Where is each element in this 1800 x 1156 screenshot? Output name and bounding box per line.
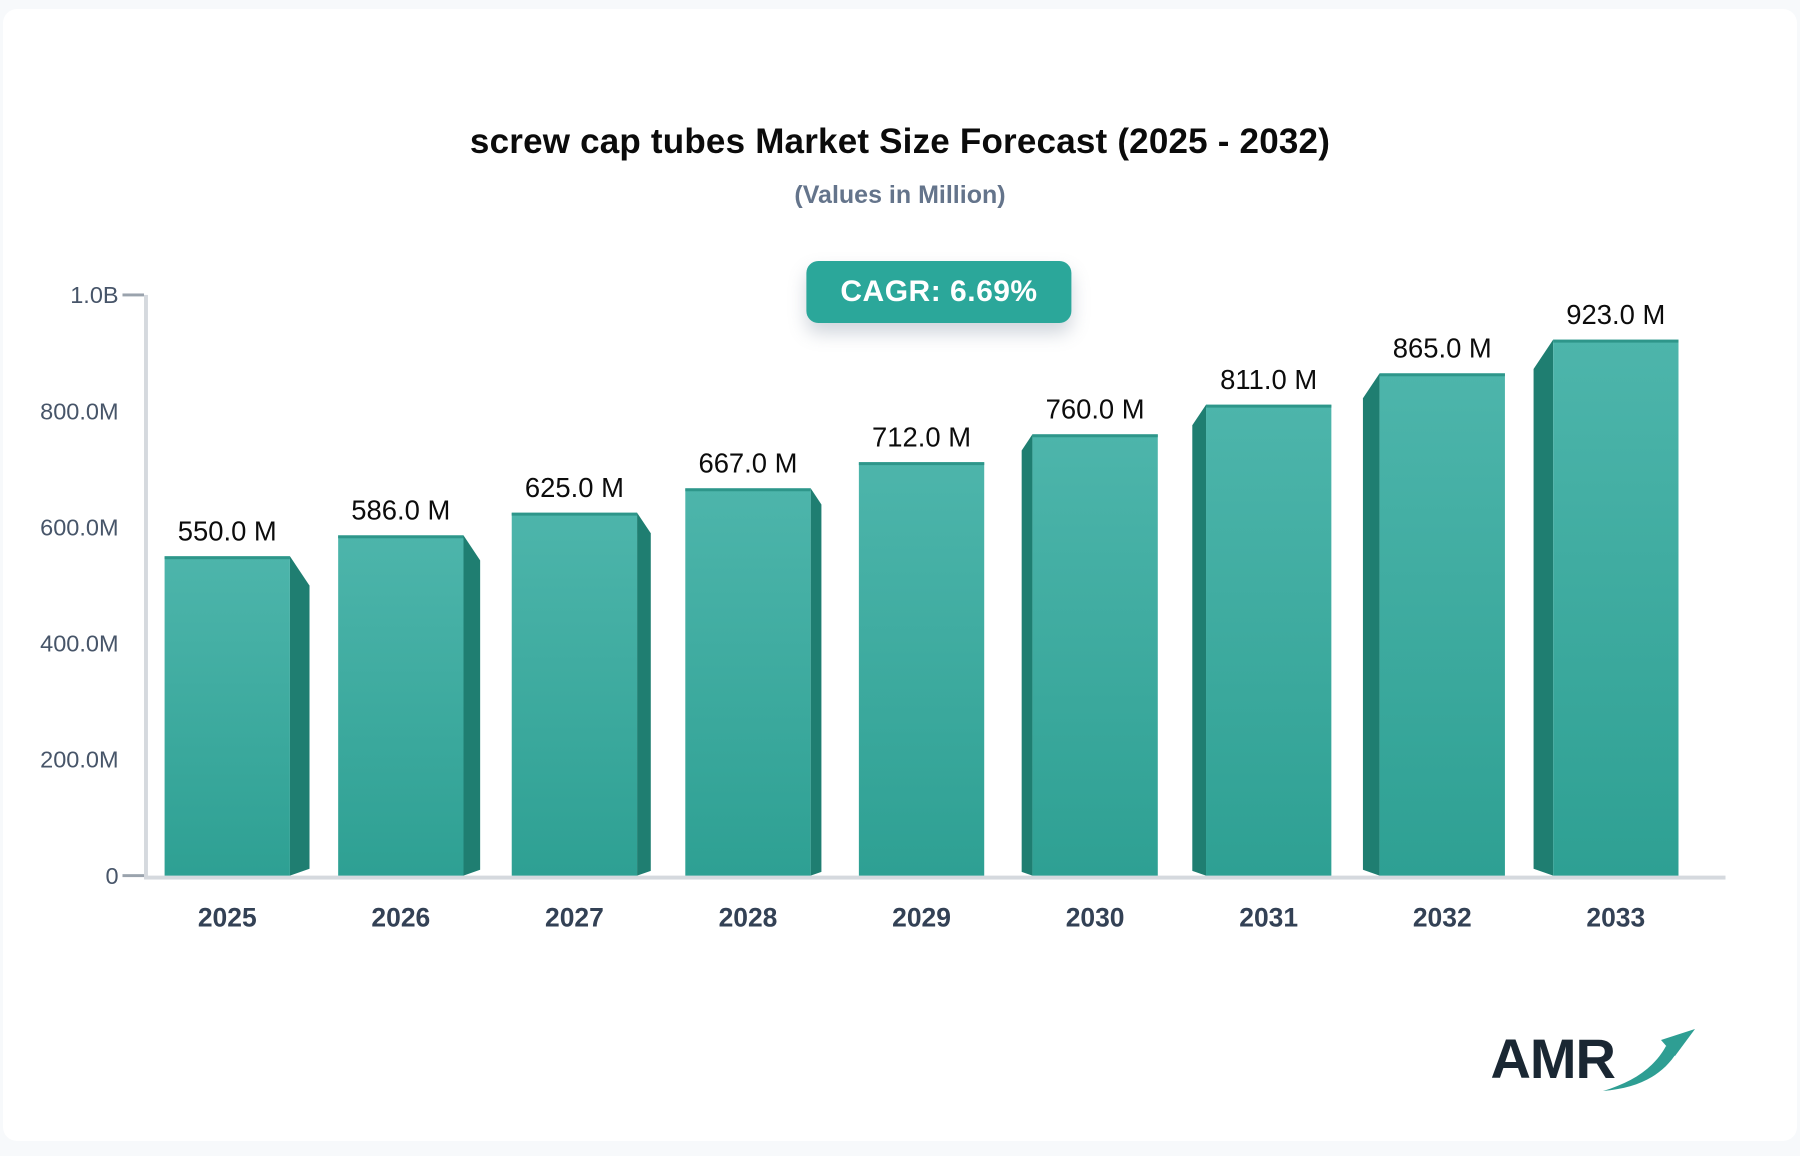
bar-2032[interactable] <box>1379 373 1505 876</box>
bar-group-2029 <box>858 462 985 876</box>
amr-logo-arrow-icon <box>1603 1029 1695 1091</box>
bar-side-face[interactable] <box>637 512 651 876</box>
y-tick-label: 800.0M <box>40 398 118 424</box>
amr-logo-text: AMR <box>1490 1027 1616 1090</box>
y-tick-dash <box>122 293 145 297</box>
bar-side-face[interactable] <box>1192 404 1207 876</box>
x-category-label-2027: 2027 <box>545 903 604 933</box>
bar-group-2028 <box>685 488 822 876</box>
bar-group-2027 <box>511 512 651 876</box>
bar-value-label: 712.0 M <box>872 422 971 453</box>
cagr-badge: CAGR: 6.69% <box>806 261 1072 323</box>
y-tick-label: 1.0B <box>70 282 118 308</box>
x-category-label-2029: 2029 <box>892 903 951 933</box>
x-category-label-2031: 2031 <box>1239 903 1298 933</box>
y-axis-line <box>144 294 148 879</box>
bar-value-label: 865.0 M <box>1393 333 1492 364</box>
y-tick-label: 400.0M <box>40 631 118 657</box>
x-category-label-2032: 2032 <box>1413 903 1472 933</box>
x-axis-line <box>144 875 1726 880</box>
bar-top-edge <box>511 512 638 516</box>
bar-side-face[interactable] <box>1533 339 1554 876</box>
bar-side-face[interactable] <box>810 488 822 876</box>
labels-layer: 550.0 M 2025 586.0 M 2026 625.0 M 2027 667.0 M… <box>178 299 1666 933</box>
x-category-label-2030: 2030 <box>1066 903 1125 933</box>
bar-value-label: 923.0 M <box>1566 299 1665 330</box>
x-category-label-2028: 2028 <box>719 903 778 933</box>
bar-value-label: 550.0 M <box>178 516 277 547</box>
bar-chart: 0 200.0M 400.0M 600.0M 800.0M 1.0B 550.0 M 202… <box>40 282 1726 933</box>
bar-top-edge <box>1553 339 1679 343</box>
x-category-label-2033: 2033 <box>1586 903 1645 933</box>
bar-group-2033 <box>1533 339 1679 876</box>
bar-value-label: 625.0 M <box>525 472 624 503</box>
bar-2031[interactable] <box>1206 404 1332 876</box>
amr-logo: AMR <box>1490 1027 1697 1099</box>
bar-2025[interactable] <box>164 556 290 876</box>
bar-top-edge <box>164 556 290 560</box>
bar-side-face[interactable] <box>1021 434 1033 876</box>
bar-2029[interactable] <box>858 462 985 876</box>
y-tick-label: 600.0M <box>40 514 118 540</box>
x-category-label-2025: 2025 <box>198 903 257 933</box>
bars-layer <box>164 339 1679 876</box>
bar-value-label: 760.0 M <box>1046 394 1145 425</box>
x-category-label-2026: 2026 <box>371 903 430 933</box>
bar-top-edge <box>1206 404 1332 408</box>
y-tick-dash <box>122 874 145 878</box>
bar-2026[interactable] <box>338 535 464 876</box>
bar-2028[interactable] <box>685 488 811 876</box>
page-subtitle: (Values in Million) <box>794 181 1006 209</box>
bar-top-edge <box>858 462 985 466</box>
bar-group-2031 <box>1192 404 1332 876</box>
bar-2030[interactable] <box>1032 434 1158 876</box>
page-title: screw cap tubes Market Size Forecast (20… <box>469 122 1331 161</box>
bar-top-edge <box>1379 373 1505 377</box>
bar-group-2026 <box>338 535 481 876</box>
chart-card: screw cap tubes Market Size Forecast (20… <box>3 9 1797 1141</box>
bar-group-2032 <box>1362 373 1505 876</box>
bar-group-2025 <box>164 556 310 876</box>
bar-side-face[interactable] <box>289 556 310 876</box>
bar-value-label: 667.0 M <box>698 448 797 479</box>
axis-layer: 0 200.0M 400.0M 600.0M 800.0M 1.0B <box>40 282 1726 889</box>
bar-top-edge <box>338 535 464 539</box>
bar-group-2030 <box>1021 434 1158 876</box>
bar-value-label: 586.0 M <box>351 495 450 526</box>
y-tick-label: 0 <box>105 863 118 889</box>
bar-top-edge <box>685 488 811 492</box>
y-tick-label: 200.0M <box>40 747 118 773</box>
bar-value-label: 811.0 M <box>1220 364 1317 395</box>
bar-2033[interactable] <box>1553 339 1679 876</box>
bar-side-face[interactable] <box>463 535 481 876</box>
bar-top-edge <box>1032 434 1158 438</box>
bar-side-face[interactable] <box>1362 373 1380 876</box>
bar-2027[interactable] <box>511 512 638 876</box>
